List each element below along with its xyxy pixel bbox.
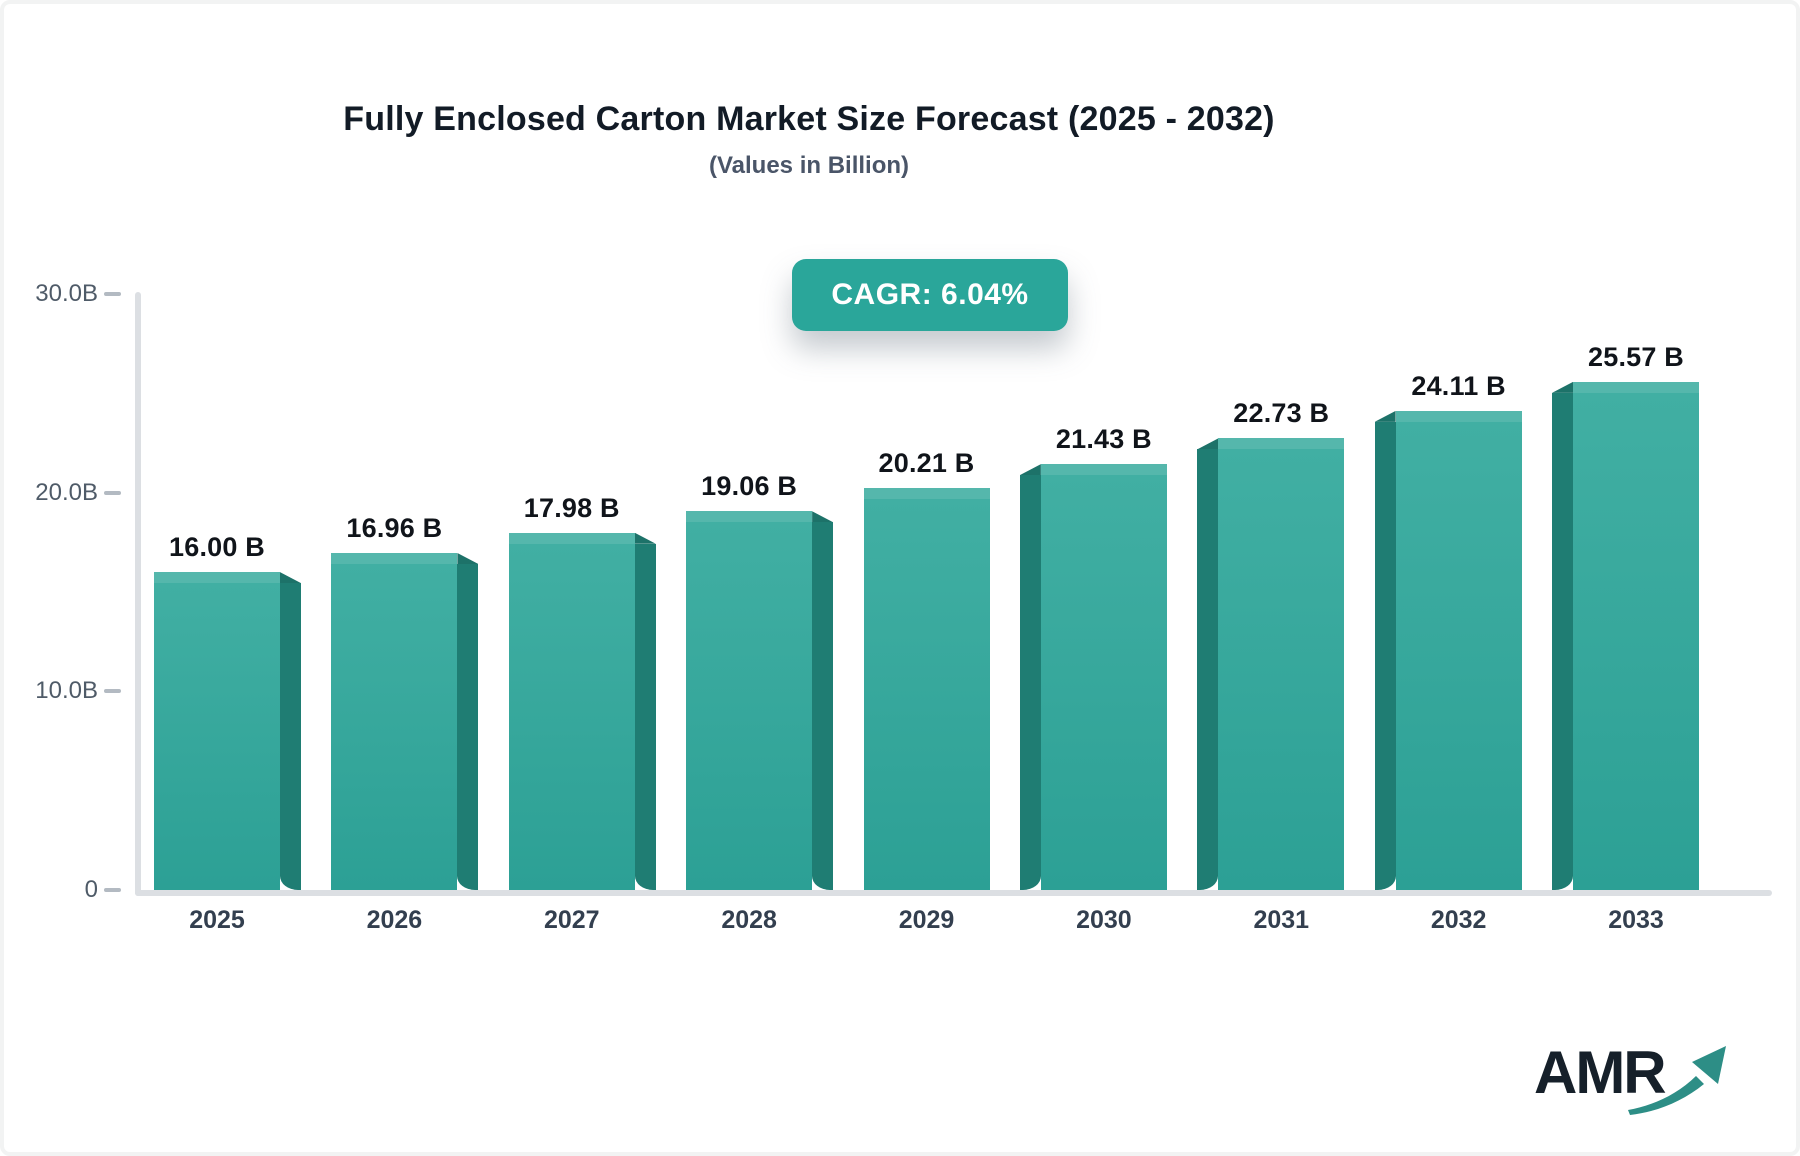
x-tick-label: 2028	[721, 906, 777, 934]
x-axis-line	[135, 890, 1772, 896]
growth-arrow-icon	[1628, 1046, 1726, 1115]
bar-bevel-corner	[1019, 464, 1041, 476]
bar-front-face	[154, 583, 280, 890]
y-tick-dash	[104, 490, 121, 495]
bar-2027	[508, 532, 656, 890]
bar-top-face	[686, 511, 813, 523]
bar-front-face	[863, 499, 990, 890]
bar-value-label: 24.11 B	[1411, 370, 1506, 401]
bar-front-face	[1218, 449, 1345, 890]
x-tick-label: 2026	[366, 906, 423, 934]
bar-2031	[1197, 438, 1345, 890]
bar-side-face	[1374, 421, 1396, 890]
bar-front-face	[331, 564, 458, 890]
bar-bevel-corner	[1552, 381, 1573, 393]
bar-top-face	[1218, 438, 1345, 450]
bar-bevel-corner	[280, 572, 301, 584]
bar-bevel-corner	[1197, 438, 1219, 450]
bar-front-face	[1040, 475, 1167, 890]
chart-title: Fully Enclosed Carton Market Size Foreca…	[343, 100, 1275, 138]
y-tick-label: 20.0B	[35, 478, 98, 506]
bar-side-face	[634, 543, 656, 890]
x-tick-label: 2027	[543, 906, 600, 934]
bar-2032	[1374, 410, 1522, 890]
bar-2029	[863, 488, 990, 890]
y-axis-line	[135, 292, 141, 896]
x-tick-label: 2031	[1253, 906, 1310, 934]
bar-side-face	[812, 522, 834, 890]
x-tick-label: 2029	[898, 906, 955, 934]
bar-top-face	[1395, 410, 1522, 422]
x-tick-label: 2030	[1076, 906, 1132, 934]
bar-value-label: 21.43 B	[1055, 424, 1152, 455]
x-tick-label: 2033	[1608, 906, 1664, 934]
bar-2026	[331, 553, 479, 890]
bar-side-face	[1552, 392, 1573, 890]
chart-subtitle: (Values in Billion)	[708, 152, 910, 179]
amr-logo-text: AMR	[1534, 1039, 1667, 1106]
bar-top-face	[1040, 464, 1167, 476]
bar-top-face	[154, 572, 280, 584]
cagr-badge-label: CAGR: 6.04%	[831, 278, 1029, 311]
bar-side-face	[1197, 449, 1219, 890]
bar-front-face	[508, 543, 635, 890]
y-tick-dash	[104, 888, 121, 892]
x-tick-label: 2025	[189, 906, 245, 934]
bar-value-label: 19.06 B	[701, 471, 798, 502]
y-tick-label: 0	[84, 876, 98, 903]
bar-value-label: 22.73 B	[1233, 398, 1330, 429]
bar-bevel-corner	[1374, 410, 1396, 422]
bar-2030	[1019, 464, 1167, 890]
bar-value-label: 20.21 B	[878, 448, 975, 479]
bar-top-face	[1573, 381, 1699, 393]
bar-value-label: 17.98 B	[523, 492, 620, 523]
bar-value-label: 16.96 B	[346, 513, 443, 543]
y-tick-label: 30.0B	[35, 279, 98, 307]
bar-2028	[686, 511, 834, 890]
y-tick-label: 10.0B	[35, 677, 98, 705]
bar-front-face	[1395, 421, 1522, 890]
bar-bevel-corner	[634, 532, 656, 544]
bar-value-label: 16.00 B	[169, 532, 265, 563]
bar-bevel-corner	[457, 553, 479, 564]
bar-side-face	[457, 564, 479, 890]
bar-top-face	[863, 488, 990, 500]
bar-2025	[154, 572, 301, 890]
bar-value-label: 25.57 B	[1588, 341, 1684, 372]
y-tick-dash	[104, 291, 121, 296]
x-tick-label: 2032	[1430, 906, 1487, 934]
bar-front-face	[686, 522, 813, 890]
bar-top-face	[331, 553, 458, 564]
y-tick-dash	[104, 689, 121, 694]
bar-2033	[1552, 381, 1699, 890]
bar-top-face	[508, 532, 635, 544]
bar-side-face	[1019, 475, 1041, 890]
amr-logo: AMR	[1534, 1036, 1734, 1116]
bar-side-face	[280, 583, 301, 890]
bar-bevel-corner	[812, 511, 834, 523]
cagr-badge: CAGR: 6.04%	[792, 259, 1068, 331]
bar-front-face	[1573, 392, 1699, 890]
